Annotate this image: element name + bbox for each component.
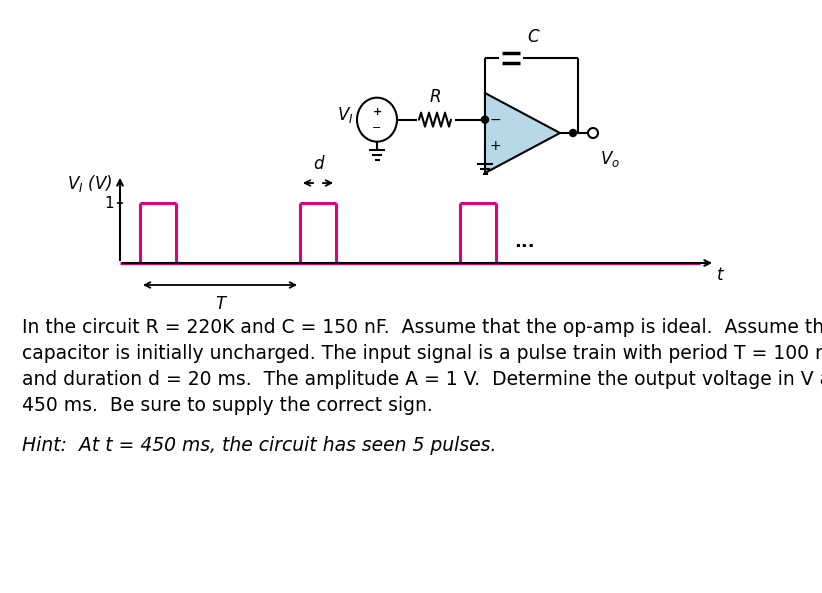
Polygon shape xyxy=(485,93,560,173)
Text: $V_o$: $V_o$ xyxy=(600,149,620,169)
Text: t: t xyxy=(717,266,723,284)
Text: Hint:  At t = 450 ms, the circuit has seen 5 pulses.: Hint: At t = 450 ms, the circuit has see… xyxy=(22,436,496,455)
Ellipse shape xyxy=(357,98,397,142)
Text: and duration d = 20 ms.  The amplitude A = 1 V.  Determine the output voltage in: and duration d = 20 ms. The amplitude A … xyxy=(22,370,822,389)
Circle shape xyxy=(482,116,488,123)
Text: R: R xyxy=(429,88,441,106)
Text: 450 ms.  Be sure to supply the correct sign.: 450 ms. Be sure to supply the correct si… xyxy=(22,396,432,415)
Text: +: + xyxy=(372,107,381,117)
Text: +: + xyxy=(489,139,501,154)
Circle shape xyxy=(570,129,576,136)
Text: $V_I$ (V): $V_I$ (V) xyxy=(67,173,112,193)
Text: In the circuit R = 220K and C = 150 nF.  Assume that the op-amp is ideal.  Assum: In the circuit R = 220K and C = 150 nF. … xyxy=(22,318,822,337)
Text: −: − xyxy=(372,123,381,133)
Text: ...: ... xyxy=(514,233,534,251)
Text: capacitor is initially uncharged. The input signal is a pulse train with period : capacitor is initially uncharged. The in… xyxy=(22,344,822,363)
Text: $V_I$: $V_I$ xyxy=(336,105,353,125)
Text: C: C xyxy=(527,28,539,46)
Text: d: d xyxy=(312,155,323,173)
Text: 1: 1 xyxy=(104,196,114,211)
Text: T: T xyxy=(215,295,225,313)
Text: −: − xyxy=(489,113,501,127)
